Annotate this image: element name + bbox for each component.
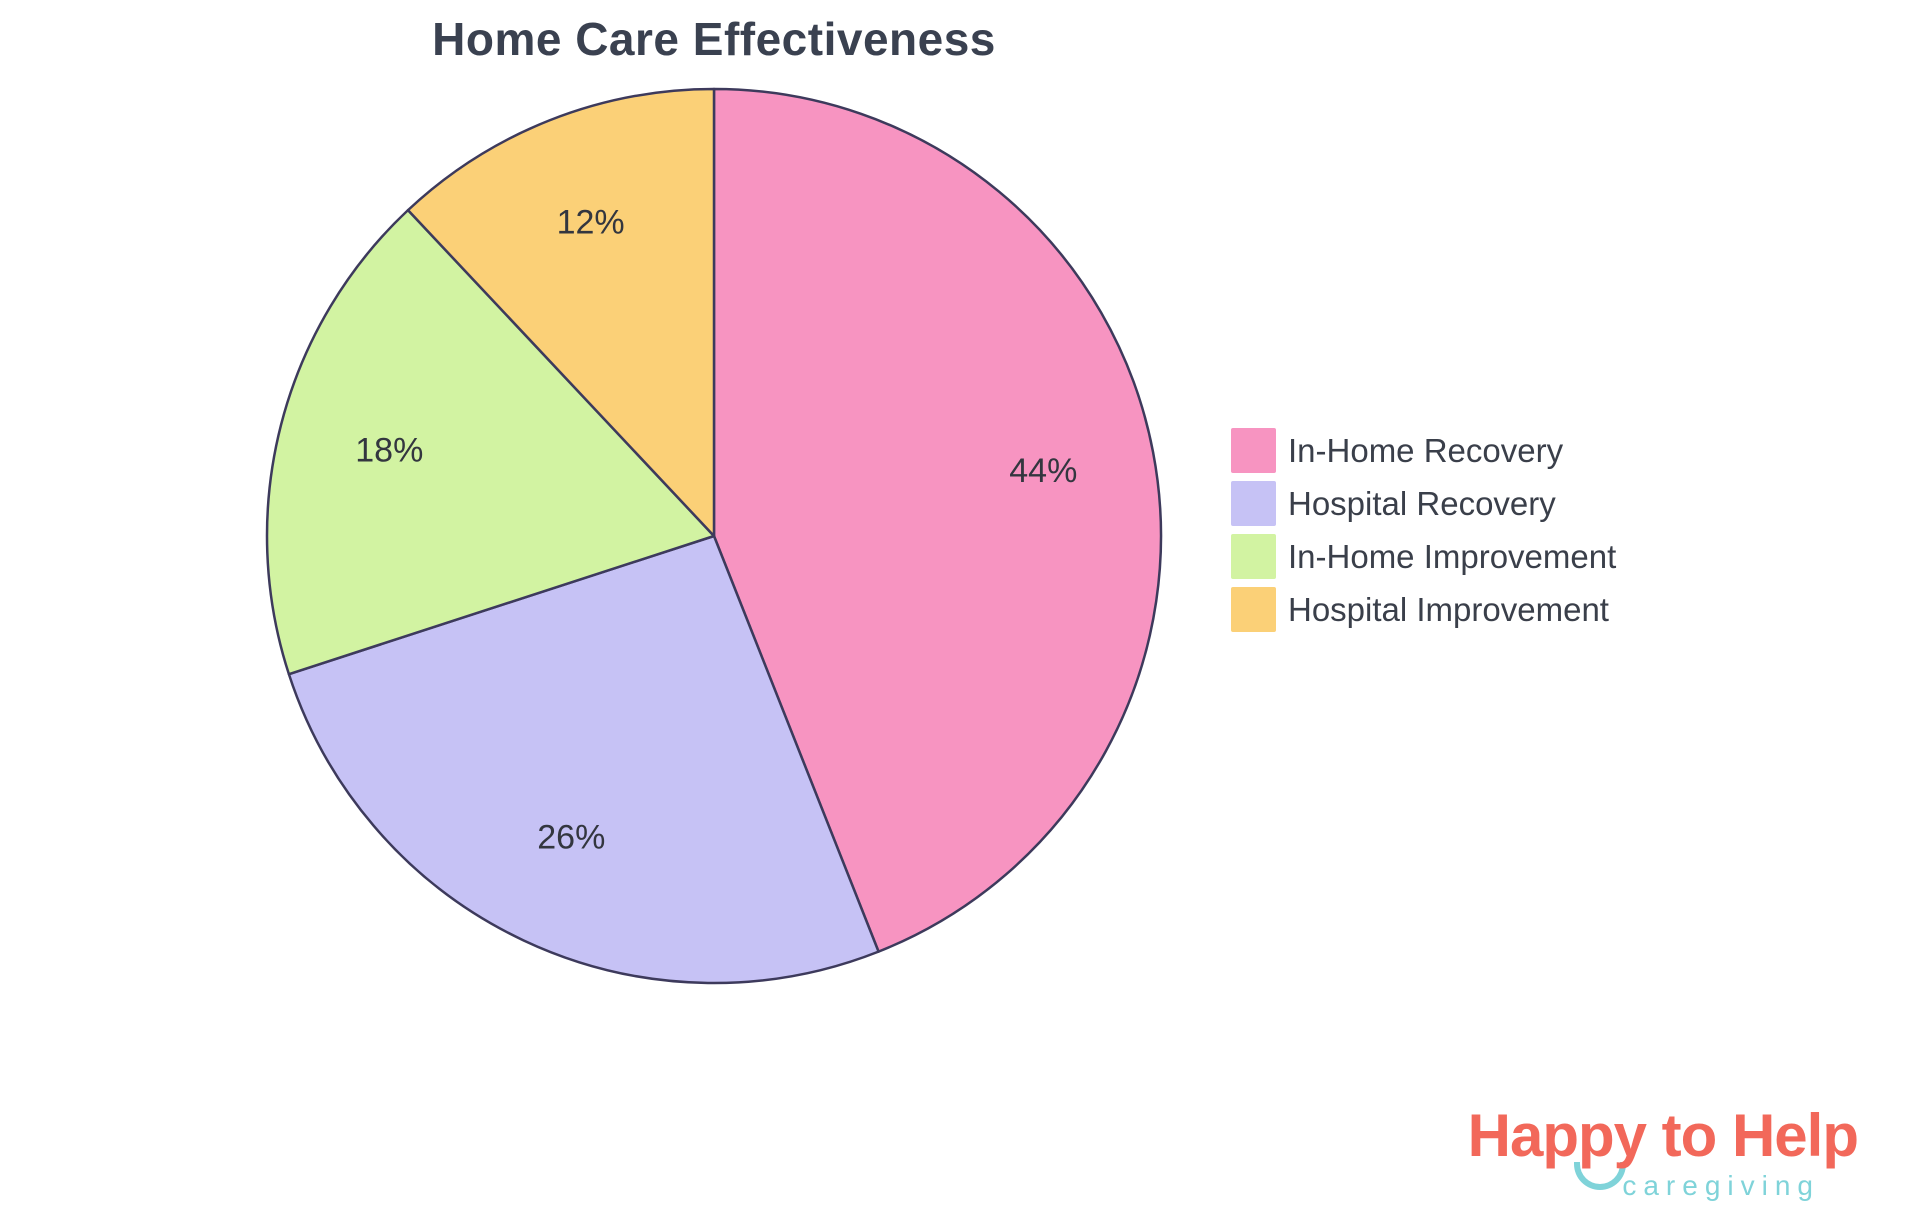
logo: Happy to Help caregiving [1467, 1102, 1859, 1202]
legend-swatch [1231, 587, 1276, 632]
logo-brand: Happy to Help [1467, 1102, 1859, 1169]
legend-label: Hospital Improvement [1288, 590, 1609, 628]
legend-item: In-Home Recovery [1231, 428, 1616, 473]
legend-swatch [1231, 481, 1276, 526]
legend-swatch [1231, 534, 1276, 579]
legend-label: Hospital Recovery [1288, 484, 1556, 522]
legend-label: In-Home Improvement [1288, 537, 1617, 575]
legend-label: In-Home Recovery [1288, 431, 1564, 469]
pie-slice-label: 26% [537, 818, 605, 856]
legend-item: Hospital Recovery [1231, 481, 1616, 526]
pie-slice-label: 12% [557, 203, 625, 241]
pie-slice-hospital-recovery [287, 534, 880, 985]
pie-slice-label: 44% [1009, 452, 1077, 490]
pie-chart: 44% 26% 18% 12% [265, 87, 1163, 985]
pie-slice-label: 18% [355, 432, 423, 470]
pie-slice-in-home-recovery [712, 87, 1163, 953]
legend-item: Hospital Improvement [1231, 587, 1616, 632]
legend-item: In-Home Improvement [1231, 534, 1616, 579]
chart-title: Home Care Effectiveness [432, 13, 996, 65]
pie-slice-hospital-improvement [406, 87, 716, 538]
logo-tagline: caregiving [1622, 1170, 1820, 1201]
legend: In-Home Recovery Hospital Recovery In-Ho… [1231, 428, 1616, 640]
pie-slice-in-home-improvement [265, 208, 716, 676]
smile-icon [1573, 1162, 1626, 1190]
legend-swatch [1231, 428, 1276, 473]
